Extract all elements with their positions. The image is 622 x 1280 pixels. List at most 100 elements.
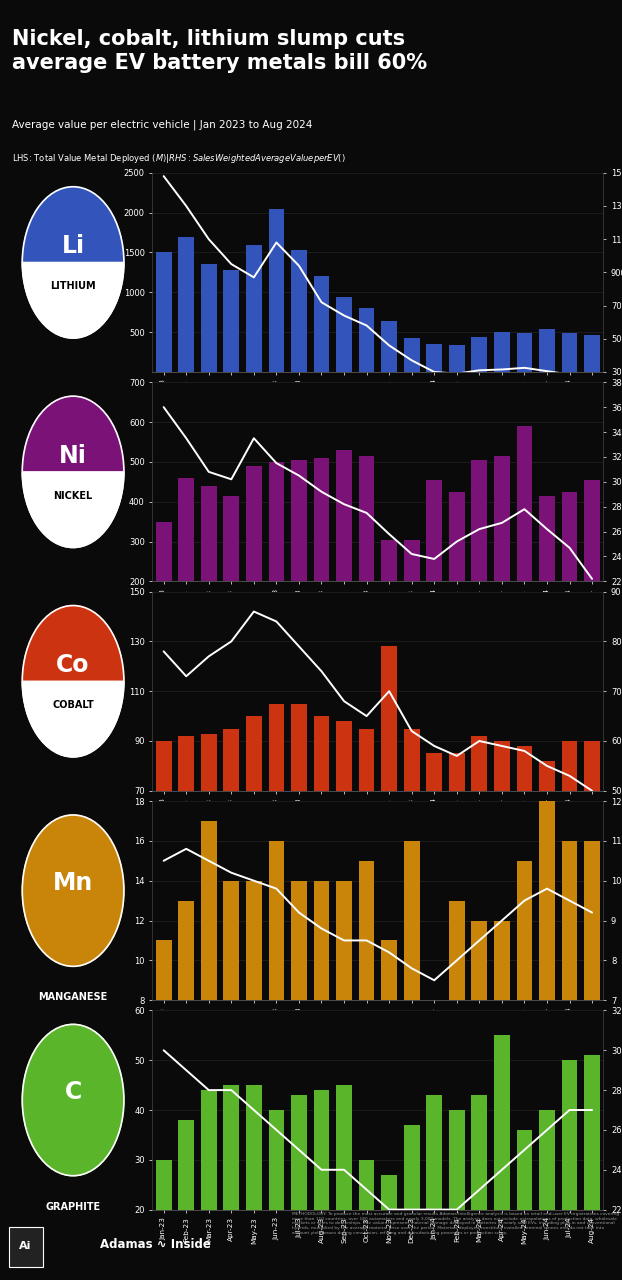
Bar xyxy=(494,456,510,660)
Bar xyxy=(359,456,374,660)
Bar xyxy=(404,1125,420,1280)
Bar xyxy=(494,741,510,965)
Bar xyxy=(584,841,600,1160)
Text: Adamas ∿ Inside: Adamas ∿ Inside xyxy=(100,1238,210,1251)
Bar xyxy=(179,736,194,965)
Bar xyxy=(291,1096,307,1280)
Bar xyxy=(471,1096,487,1280)
Bar xyxy=(539,760,555,965)
Bar xyxy=(336,721,352,965)
Bar xyxy=(313,276,330,372)
Bar xyxy=(471,337,487,372)
Wedge shape xyxy=(22,396,124,472)
Bar xyxy=(336,881,352,1160)
Bar xyxy=(381,321,397,372)
Wedge shape xyxy=(22,262,124,338)
Circle shape xyxy=(22,815,124,966)
Bar xyxy=(516,1130,532,1280)
Bar xyxy=(223,1085,239,1280)
Wedge shape xyxy=(22,187,124,262)
Bar xyxy=(494,1036,510,1280)
Text: LHS: Total Value Metal Deployed ($M)  |  RHS: Sales Weighted Average Value per E: LHS: Total Value Metal Deployed ($M) | R… xyxy=(12,152,346,165)
Bar xyxy=(201,820,216,1160)
Bar xyxy=(471,736,487,965)
Bar xyxy=(359,308,374,372)
Bar xyxy=(201,1091,216,1280)
Bar xyxy=(516,746,532,965)
Bar xyxy=(201,486,216,660)
Bar xyxy=(269,209,284,372)
Bar xyxy=(584,334,600,372)
Bar xyxy=(179,237,194,372)
Bar xyxy=(291,250,307,372)
Wedge shape xyxy=(22,605,124,681)
Bar xyxy=(494,920,510,1160)
Bar xyxy=(269,841,284,1160)
Bar xyxy=(313,458,330,660)
Bar xyxy=(449,492,465,660)
Bar xyxy=(179,901,194,1160)
Text: Nickel, cobalt, lithium slump cuts
average EV battery metals bill 60%: Nickel, cobalt, lithium slump cuts avera… xyxy=(12,29,427,73)
Bar xyxy=(359,860,374,1160)
Bar xyxy=(539,495,555,660)
Bar xyxy=(223,495,239,660)
Bar xyxy=(404,728,420,965)
Bar xyxy=(426,344,442,372)
Bar xyxy=(562,1060,577,1280)
Bar xyxy=(156,1160,172,1280)
Text: NICKEL: NICKEL xyxy=(53,490,93,500)
Bar xyxy=(539,329,555,372)
Bar xyxy=(449,344,465,372)
Bar xyxy=(291,460,307,660)
Bar xyxy=(426,480,442,660)
Bar xyxy=(223,728,239,965)
Text: METHODOLOGY: To produce the most accurate and granular results Adamas Intelligen: METHODOLOGY: To produce the most accurat… xyxy=(292,1212,620,1234)
Bar xyxy=(336,297,352,372)
Bar xyxy=(562,741,577,965)
Bar xyxy=(246,244,262,372)
Bar xyxy=(562,492,577,660)
Bar xyxy=(516,860,532,1160)
Bar xyxy=(381,646,397,965)
Bar xyxy=(584,1055,600,1280)
Bar xyxy=(223,270,239,372)
Bar xyxy=(313,881,330,1160)
Bar xyxy=(471,920,487,1160)
Bar xyxy=(269,462,284,660)
Text: Co: Co xyxy=(57,653,90,677)
Bar xyxy=(494,332,510,372)
Bar xyxy=(381,941,397,1160)
Bar xyxy=(516,426,532,660)
Bar xyxy=(381,540,397,660)
Bar xyxy=(359,1160,374,1280)
Bar xyxy=(269,704,284,965)
Bar xyxy=(381,1175,397,1280)
Bar xyxy=(291,881,307,1160)
Bar xyxy=(449,754,465,965)
Text: C: C xyxy=(65,1080,81,1105)
Bar xyxy=(562,841,577,1160)
Bar xyxy=(291,704,307,965)
Bar xyxy=(313,1091,330,1280)
Bar xyxy=(359,728,374,965)
Bar xyxy=(201,265,216,372)
Bar xyxy=(539,1110,555,1280)
Bar xyxy=(404,540,420,660)
Text: Ai: Ai xyxy=(19,1240,32,1251)
Bar xyxy=(449,901,465,1160)
Wedge shape xyxy=(22,681,124,756)
Bar xyxy=(246,881,262,1160)
Bar xyxy=(156,252,172,372)
Bar xyxy=(179,477,194,660)
Bar xyxy=(562,333,577,372)
Bar xyxy=(584,480,600,660)
Bar xyxy=(426,754,442,965)
Bar xyxy=(336,451,352,660)
Bar xyxy=(269,1110,284,1280)
Text: COBALT: COBALT xyxy=(52,700,94,710)
Bar xyxy=(449,1110,465,1280)
Bar xyxy=(404,338,420,372)
Bar xyxy=(426,1000,442,1160)
Text: LITHIUM: LITHIUM xyxy=(50,282,96,292)
Bar xyxy=(246,466,262,660)
